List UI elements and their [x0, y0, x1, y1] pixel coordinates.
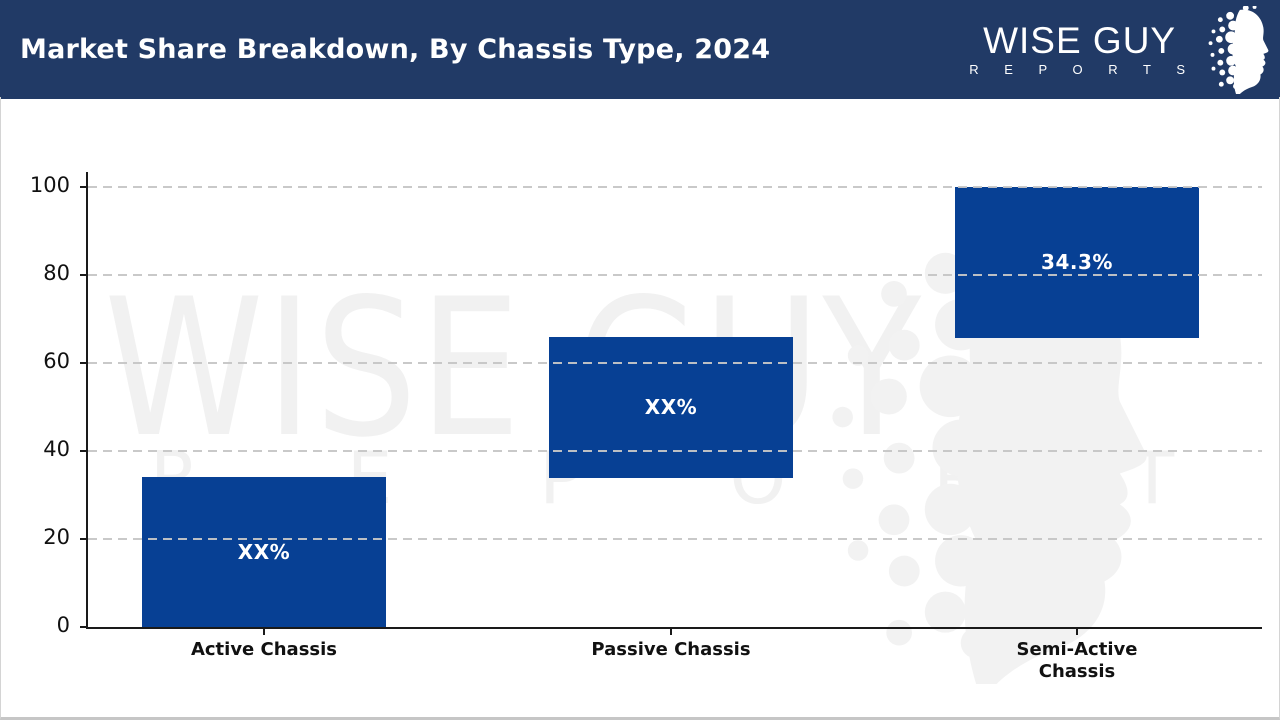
- y-tick-mark: [80, 362, 86, 364]
- y-tick-mark: [80, 450, 86, 452]
- header: Market Share Breakdown, By Chassis Type,…: [0, 0, 1280, 99]
- y-tick-label: 80: [43, 261, 70, 285]
- x-tick-mark: [263, 629, 265, 635]
- logo-text: WISE GUY R E P O R T S: [963, 22, 1196, 77]
- bar-value-label: XX%: [644, 395, 698, 420]
- y-tick-label: 60: [43, 349, 70, 373]
- x-tick-label-active-chassis: Active Chassis: [190, 639, 338, 660]
- bar-semi-active-chassis[interactable]: 34.3%: [955, 187, 1199, 338]
- gridline-20: [88, 538, 1262, 540]
- logo-primary-label: WISE GUY: [983, 20, 1177, 61]
- y-tick-mark: [80, 626, 86, 628]
- y-tick-label: 0: [56, 613, 70, 637]
- page-title: Market Share Breakdown, By Chassis Type,…: [20, 34, 771, 65]
- logo-secondary-label: R E P O R T S: [969, 62, 1196, 77]
- y-tick-label: 40: [43, 437, 70, 461]
- bar-passive-chassis[interactable]: XX%: [549, 337, 793, 478]
- y-axis: [86, 172, 88, 629]
- y-tick-mark: [80, 186, 86, 188]
- x-tick-mark: [670, 629, 672, 635]
- x-tick-label-semi-active-chassis: Semi-Active Chassis: [1016, 639, 1138, 682]
- x-tick-label-passive-chassis: Passive Chassis: [591, 639, 751, 660]
- bar-value-label: 34.3%: [1041, 250, 1113, 275]
- y-tick-label: 20: [43, 525, 70, 549]
- gridline-60: [88, 362, 1262, 364]
- bar-active-chassis[interactable]: XX%: [142, 476, 386, 627]
- y-tick-label: 100: [29, 173, 70, 197]
- gridline-40: [88, 450, 1262, 452]
- y-tick-mark: [80, 274, 86, 276]
- wiseguy-head-icon: [1208, 5, 1269, 94]
- x-axis: [86, 627, 1262, 629]
- wiseguy-logo: WISE GUY R E P O R T S: [963, 0, 1272, 99]
- gridline-100: [88, 186, 1262, 188]
- bar-value-label: XX%: [237, 539, 291, 564]
- x-tick-mark: [1076, 629, 1078, 635]
- gridline-80: [88, 274, 1262, 276]
- y-tick-mark: [80, 538, 86, 540]
